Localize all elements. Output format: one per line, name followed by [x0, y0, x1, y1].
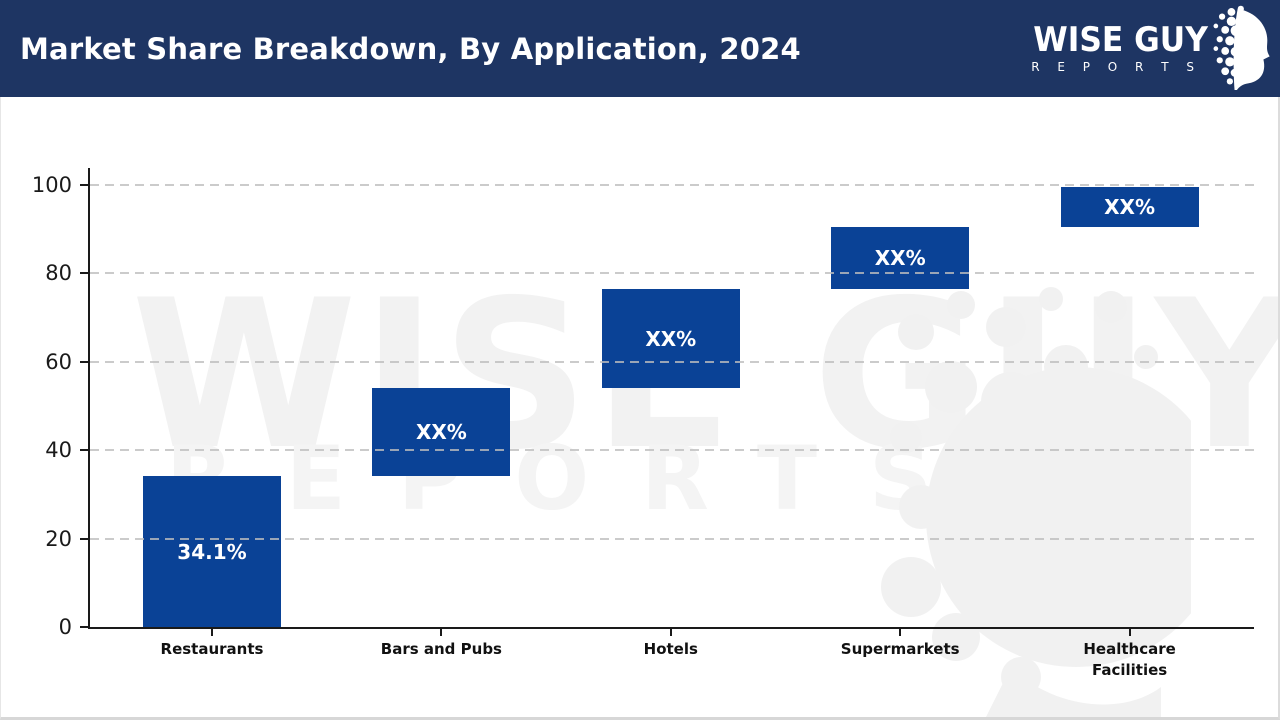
logo-wordmark-main: WISE GUY — [1033, 20, 1208, 60]
category-label: Restaurants — [160, 640, 264, 658]
bar-segment: 34.1% — [143, 476, 281, 627]
category-label: Healthcare Facilities — [1083, 640, 1176, 679]
y-tick-mark — [80, 449, 88, 452]
bar-segment: XX% — [372, 388, 511, 477]
logo-wordmark-sub: R E P O R T S — [1031, 60, 1201, 74]
header-banner: Market Share Breakdown, By Application, … — [0, 0, 1280, 97]
bar-segment: XX% — [1060, 187, 1199, 227]
x-tick-mark — [1128, 629, 1131, 636]
gridline — [90, 449, 1254, 452]
bar-value-label: XX% — [415, 420, 467, 445]
x-tick-mark — [440, 629, 443, 636]
y-tick-label: 80 — [45, 261, 72, 286]
bar-value-label: XX% — [1104, 195, 1156, 220]
bar-value-label: 34.1% — [177, 539, 247, 564]
y-tick-label: 0 — [58, 615, 72, 639]
y-tick-label: 40 — [45, 438, 72, 463]
y-tick-label: 60 — [45, 349, 72, 374]
plot-area: 34.1% XX% XX% XX% XX% 0 20 40 60 80 100 Restauran… — [32, 168, 1261, 679]
gridline — [90, 360, 1254, 363]
category-label: Supermarkets — [840, 640, 960, 658]
y-axis-spine — [88, 168, 90, 629]
y-tick-mark — [80, 272, 88, 275]
gridline — [90, 537, 1254, 540]
bar-segment: XX% — [601, 288, 740, 389]
category-label: Hotels — [643, 640, 698, 658]
dotted-head-logo-icon — [1194, 4, 1272, 94]
watermark-head-icon — [861, 187, 1226, 717]
bar-value-label: XX% — [645, 326, 697, 351]
gridline — [90, 272, 1254, 275]
y-tick-mark — [80, 626, 88, 628]
y-tick-mark — [80, 537, 88, 540]
page-title: Market Share Breakdown, By Application, … — [20, 31, 801, 66]
wiseguy-logo: WISE GUY R E P O R T S — [1018, 0, 1272, 97]
x-tick-mark — [669, 629, 672, 636]
x-tick-mark — [211, 629, 213, 636]
gridline — [90, 184, 1254, 186]
logo-wordmark: WISE GUY R E P O R T S — [1018, 23, 1208, 74]
chart-canvas: WISE GUY REPORTS 34.1%XX%XX%XX%XX% 02040… — [0, 97, 1280, 720]
category-label: Bars and Pubs — [380, 640, 502, 658]
bar-segment: XX% — [831, 227, 970, 289]
x-tick-mark — [899, 629, 902, 636]
x-axis-spine — [88, 627, 1254, 629]
y-tick-label: 100 — [31, 173, 72, 197]
y-tick-mark — [80, 360, 88, 363]
y-tick-label: 20 — [45, 526, 72, 551]
bar-value-label: XX% — [874, 245, 926, 270]
y-tick-mark — [80, 184, 88, 186]
watermark-reports: REPORTS — [166, 427, 985, 530]
